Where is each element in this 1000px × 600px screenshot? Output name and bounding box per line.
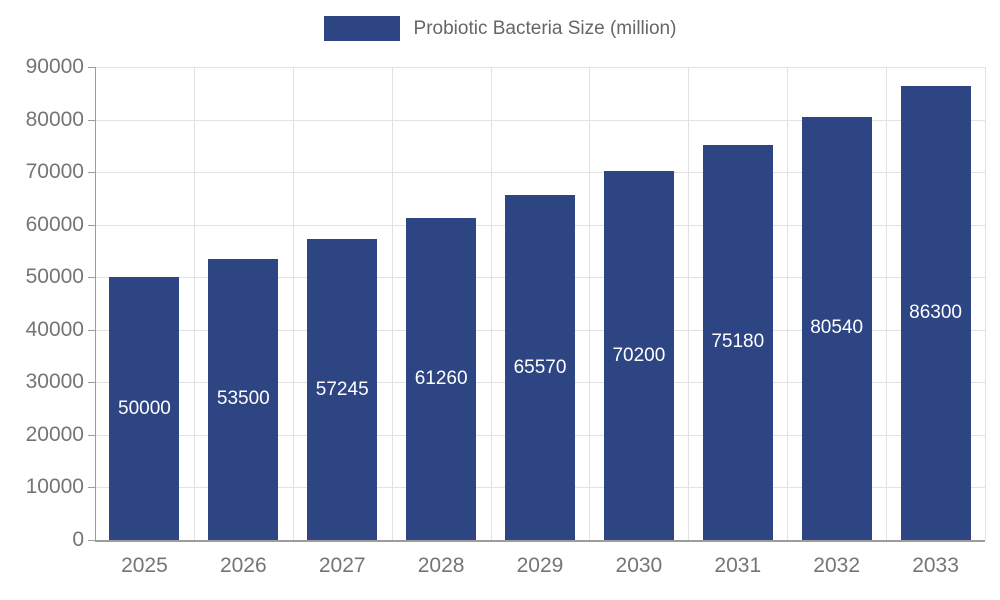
y-tick-label: 0 xyxy=(72,528,84,551)
legend-swatch xyxy=(323,16,400,41)
y-axis-tick xyxy=(88,224,95,226)
bar-value-label: 50000 xyxy=(118,397,171,419)
x-axis-line xyxy=(95,540,985,542)
y-tick-label: 70000 xyxy=(25,160,84,184)
legend-item[interactable]: Probiotic Bacteria Size (million) xyxy=(0,16,1000,41)
gridline xyxy=(787,67,789,540)
y-axis-line xyxy=(95,67,96,540)
bar xyxy=(505,195,575,540)
bar xyxy=(307,239,378,540)
bar-value-label: 57245 xyxy=(315,378,369,400)
bar-value-label: 61260 xyxy=(414,368,468,390)
bar xyxy=(109,277,180,540)
gridline xyxy=(292,67,294,540)
x-tick-label: 2027 xyxy=(318,554,366,577)
bar xyxy=(208,258,279,540)
bar-value-label: 86300 xyxy=(909,302,962,324)
bar-value-label: 65570 xyxy=(513,356,567,378)
gridline xyxy=(193,67,195,540)
gridline xyxy=(886,67,888,540)
bar xyxy=(801,116,872,540)
y-axis-tick xyxy=(88,172,95,174)
gridline xyxy=(490,67,492,540)
x-tick-label: 2026 xyxy=(219,554,267,577)
y-axis-tick xyxy=(88,277,95,279)
gridline xyxy=(95,119,985,121)
x-tick-label: 2033 xyxy=(912,554,959,577)
gridline xyxy=(688,67,690,540)
y-axis-tick xyxy=(88,329,95,331)
bar-value-label: 80540 xyxy=(810,317,864,339)
y-axis-tick xyxy=(88,487,95,489)
y-axis-tick xyxy=(88,382,95,384)
y-tick-label: 60000 xyxy=(25,212,84,236)
x-tick-label: 2031 xyxy=(714,554,762,577)
bar xyxy=(406,218,477,540)
gridline xyxy=(985,67,986,540)
gridline xyxy=(95,172,985,174)
gridline xyxy=(95,67,985,68)
bar-value-label: 70200 xyxy=(612,344,666,366)
y-tick-label: 50000 xyxy=(25,265,84,289)
x-tick-label: 2032 xyxy=(813,554,861,577)
bar xyxy=(900,86,971,540)
gridline xyxy=(391,67,393,540)
y-axis-tick xyxy=(88,119,95,121)
bar xyxy=(702,144,773,540)
y-tick-label: 40000 xyxy=(25,317,84,341)
x-tick-label: 2030 xyxy=(615,554,663,577)
y-tick-label: 90000 xyxy=(25,55,84,78)
y-axis-tick xyxy=(88,67,95,68)
gridline xyxy=(589,67,591,540)
bar xyxy=(603,171,674,540)
y-tick-label: 80000 xyxy=(25,107,84,131)
y-tick-label: 10000 xyxy=(25,475,84,499)
x-tick-label: 2029 xyxy=(516,554,564,577)
x-tick-label: 2025 xyxy=(121,554,168,577)
y-axis-tick xyxy=(88,540,95,541)
bar-value-label: 53500 xyxy=(216,388,270,410)
bar-value-label: 75180 xyxy=(711,331,765,353)
y-axis-tick xyxy=(88,434,95,436)
legend-label: Probiotic Bacteria Size (million) xyxy=(413,17,677,39)
x-tick-label: 2028 xyxy=(417,554,465,577)
y-tick-label: 20000 xyxy=(25,422,84,446)
y-tick-label: 30000 xyxy=(25,370,84,394)
